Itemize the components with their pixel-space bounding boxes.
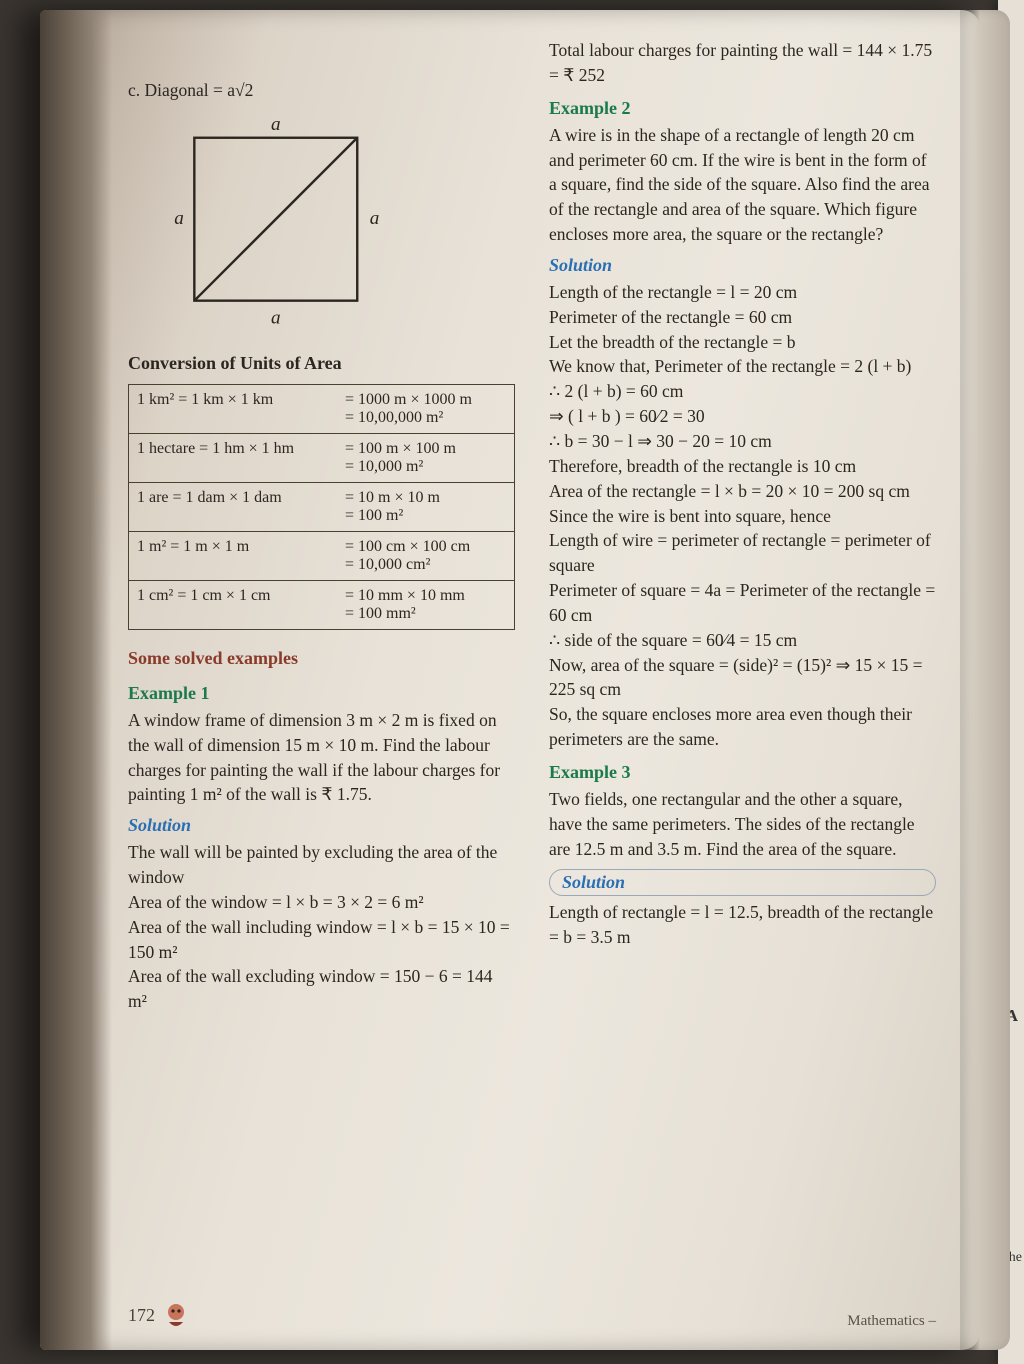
unit-cell: 1 cm² = 1 cm × 1 cm= 10 mm × 10 mm = 100… [129, 580, 515, 629]
solution-line: Length of rectangle = l = 12.5, breadth … [549, 900, 936, 950]
solution-line: We know that, Perimeter of the rectangle… [549, 354, 936, 379]
table-row: 1 are = 1 dam × 1 dam= 10 m × 10 m = 100… [129, 482, 515, 531]
example-label: Example 2 [549, 98, 936, 119]
example-label: Example 1 [128, 683, 515, 704]
solution-line: Area of the wall including window = l × … [128, 915, 515, 965]
page-number: 172 [128, 1305, 155, 1326]
table-row: 1 km² = 1 km × 1 km= 1000 m × 1000 m = 1… [129, 384, 515, 433]
table-row: 1 cm² = 1 cm × 1 cm= 10 mm × 10 mm = 100… [129, 580, 515, 629]
solution-line: Area of the window = l × b = 3 × 2 = 6 m… [128, 890, 515, 915]
example-question: A wire is in the shape of a rectangle of… [549, 123, 936, 247]
solution-label: Solution [128, 815, 515, 836]
svg-text:a: a [370, 208, 380, 229]
mascot-icon [161, 1300, 191, 1330]
solution-line: Perimeter of square = 4a = Perimeter of … [549, 578, 936, 628]
solution-line: Length of the rectangle = l = 20 cm [549, 280, 936, 305]
square-diagonal-diagram: a a a a [156, 109, 386, 339]
table-row: 1 m² = 1 m × 1 m= 100 cm × 100 cm = 10,0… [129, 531, 515, 580]
solution-line: ∴ side of the square = 60⁄4 = 15 cm [549, 628, 936, 653]
solution-label: Solution [549, 255, 936, 276]
right-column: Total labour charges for painting the wa… [549, 38, 936, 1330]
section-heading: Conversion of Units of Area [128, 353, 515, 374]
solution-line: ∴ 2 (l + b) = 60 cm [549, 379, 936, 404]
solution-line: Area of the wall excluding window = 150 … [128, 964, 515, 1014]
unit-cell: 1 km² = 1 km × 1 km= 1000 m × 1000 m = 1… [129, 384, 515, 433]
page-curl [960, 10, 1010, 1350]
solution-line: Perimeter of the rectangle = 60 cm [549, 305, 936, 330]
solution-line: Total labour charges for painting the wa… [549, 38, 936, 88]
example-question: Two fields, one rectangular and the othe… [549, 787, 936, 862]
unit-cell: 1 are = 1 dam × 1 dam= 10 m × 10 m = 100… [129, 482, 515, 531]
example-label: Example 3 [549, 762, 936, 783]
page-footer-right: Mathematics – [549, 1305, 936, 1330]
solution-line: Since the wire is bent into square, henc… [549, 504, 936, 529]
page-footer-left: 172 [128, 1288, 515, 1330]
solution-line: Let the breadth of the rectangle = b [549, 330, 936, 355]
solution-line: Length of wire = perimeter of rectangle … [549, 528, 936, 578]
svg-text:a: a [174, 208, 184, 229]
solution-line: Therefore, breadth of the rectangle is 1… [549, 454, 936, 479]
textbook-page: c. Diagonal = a√2 a a a a Conversion of … [40, 10, 980, 1350]
svg-text:a: a [271, 114, 281, 135]
solution-line: So, the square encloses more area even t… [549, 702, 936, 752]
table-row: 1 hectare = 1 hm × 1 hm= 100 m × 100 m =… [129, 433, 515, 482]
section-heading: Some solved examples [128, 648, 515, 669]
solution-line: The wall will be painted by excluding th… [128, 840, 515, 890]
solution-label: Solution [549, 869, 936, 896]
solution-line: Area of the rectangle = l × b = 20 × 10 … [549, 479, 936, 504]
solution-line: ∴ b = 30 − l ⇒ 30 − 20 = 10 cm [549, 429, 936, 454]
book-spine [40, 10, 112, 1350]
solution-line: ⇒ ( l + b ) = 60⁄2 = 30 [549, 404, 936, 429]
unit-cell: 1 hectare = 1 hm × 1 hm= 100 m × 100 m =… [129, 433, 515, 482]
svg-text:a: a [271, 308, 281, 329]
unit-cell: 1 m² = 1 m × 1 m= 100 cm × 100 cm = 10,0… [129, 531, 515, 580]
example-question: A window frame of dimension 3 m × 2 m is… [128, 708, 515, 807]
left-column: c. Diagonal = a√2 a a a a Conversion of … [128, 38, 515, 1330]
solution-line: Now, area of the square = (side)² = (15)… [549, 653, 936, 703]
list-item-c: c. Diagonal = a√2 [128, 78, 515, 103]
units-conversion-table: 1 km² = 1 km × 1 km= 1000 m × 1000 m = 1… [128, 384, 515, 630]
